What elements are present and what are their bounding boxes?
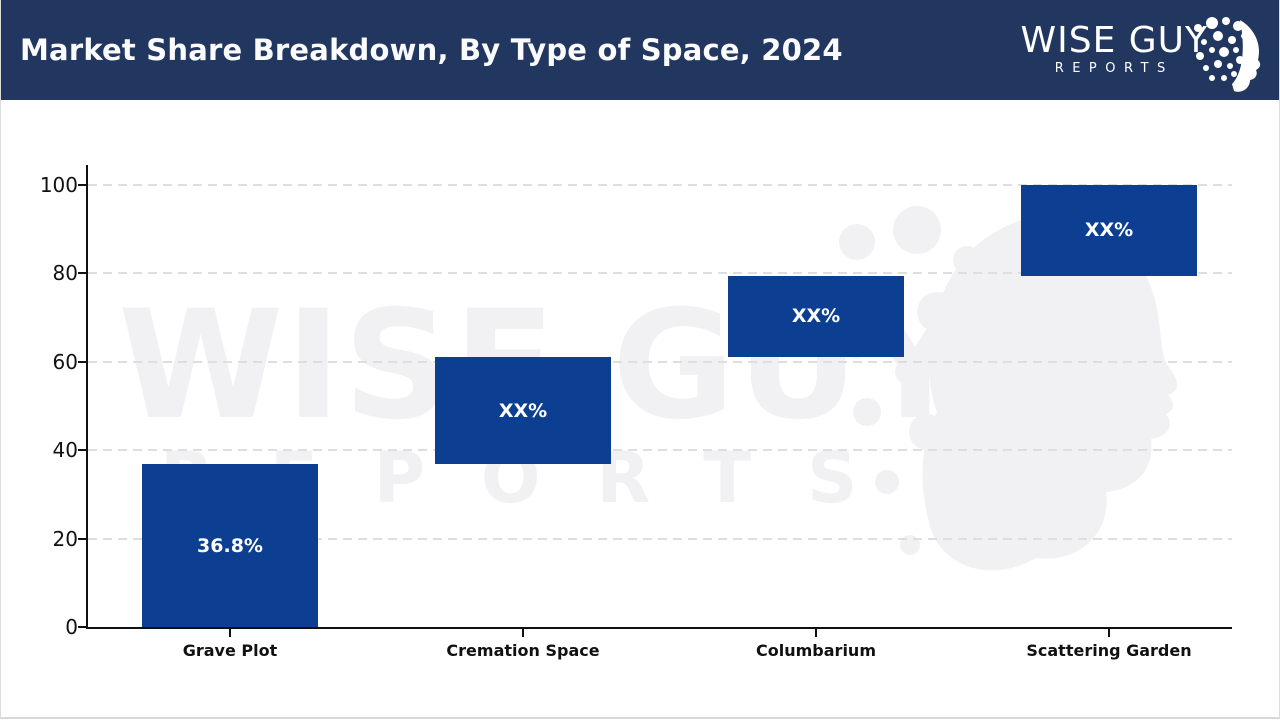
y-tick-mark	[78, 537, 88, 540]
x-category-label: Cremation Space	[446, 641, 600, 660]
y-tick-mark	[78, 272, 88, 275]
bar-value-label: 36.8%	[197, 534, 263, 557]
brand-name: WISE GUY	[1020, 20, 1208, 61]
x-category-label: Grave Plot	[182, 641, 278, 660]
x-category-label: Columbarium	[756, 641, 876, 660]
x-category-label: Scattering Garden	[1026, 641, 1192, 660]
y-axis-line	[86, 165, 88, 629]
x-axis-line	[86, 627, 1232, 629]
brand-logo: WISE GUY REPORTS	[996, 17, 1266, 92]
header-bar: Market Share Breakdown, By Type of Space…	[0, 0, 1280, 100]
y-tick-label: 0	[65, 615, 78, 639]
y-tick-label: 60	[52, 349, 78, 374]
bar-scattering-garden: XX%	[1021, 185, 1197, 276]
brand-logo-text: WISE GUY REPORTS	[1020, 20, 1209, 77]
brand-subname: REPORTS	[1054, 61, 1174, 76]
bar-cremation-space: XX%	[435, 357, 611, 465]
bar-value-label: XX%	[791, 305, 841, 328]
y-tick-label: 80	[52, 261, 78, 286]
brand-face-dots-icon	[1194, 17, 1261, 92]
y-gridline	[88, 449, 1232, 452]
bar-columbarium: XX%	[728, 275, 904, 358]
y-gridline	[88, 184, 1232, 186]
y-gridline	[88, 537, 1232, 540]
y-tick-mark	[78, 449, 88, 452]
y-tick-label: 20	[52, 526, 78, 551]
y-tick-mark	[78, 360, 88, 363]
y-tick-mark	[78, 626, 88, 628]
x-tick-mark	[1108, 629, 1110, 637]
y-tick-label: 40	[52, 438, 78, 463]
page-title: Market Share Breakdown, By Type of Space…	[20, 33, 843, 67]
bar-value-label: XX%	[1084, 219, 1134, 242]
x-tick-mark	[815, 629, 817, 637]
x-tick-mark	[522, 629, 524, 637]
y-tick-label: 100	[39, 173, 78, 197]
bar-grave-plot: 36.8%	[142, 464, 318, 627]
y-gridline	[88, 272, 1232, 275]
y-tick-mark	[78, 184, 88, 186]
bar-value-label: XX%	[498, 399, 548, 422]
x-tick-mark	[229, 629, 231, 637]
y-gridline	[88, 360, 1232, 363]
